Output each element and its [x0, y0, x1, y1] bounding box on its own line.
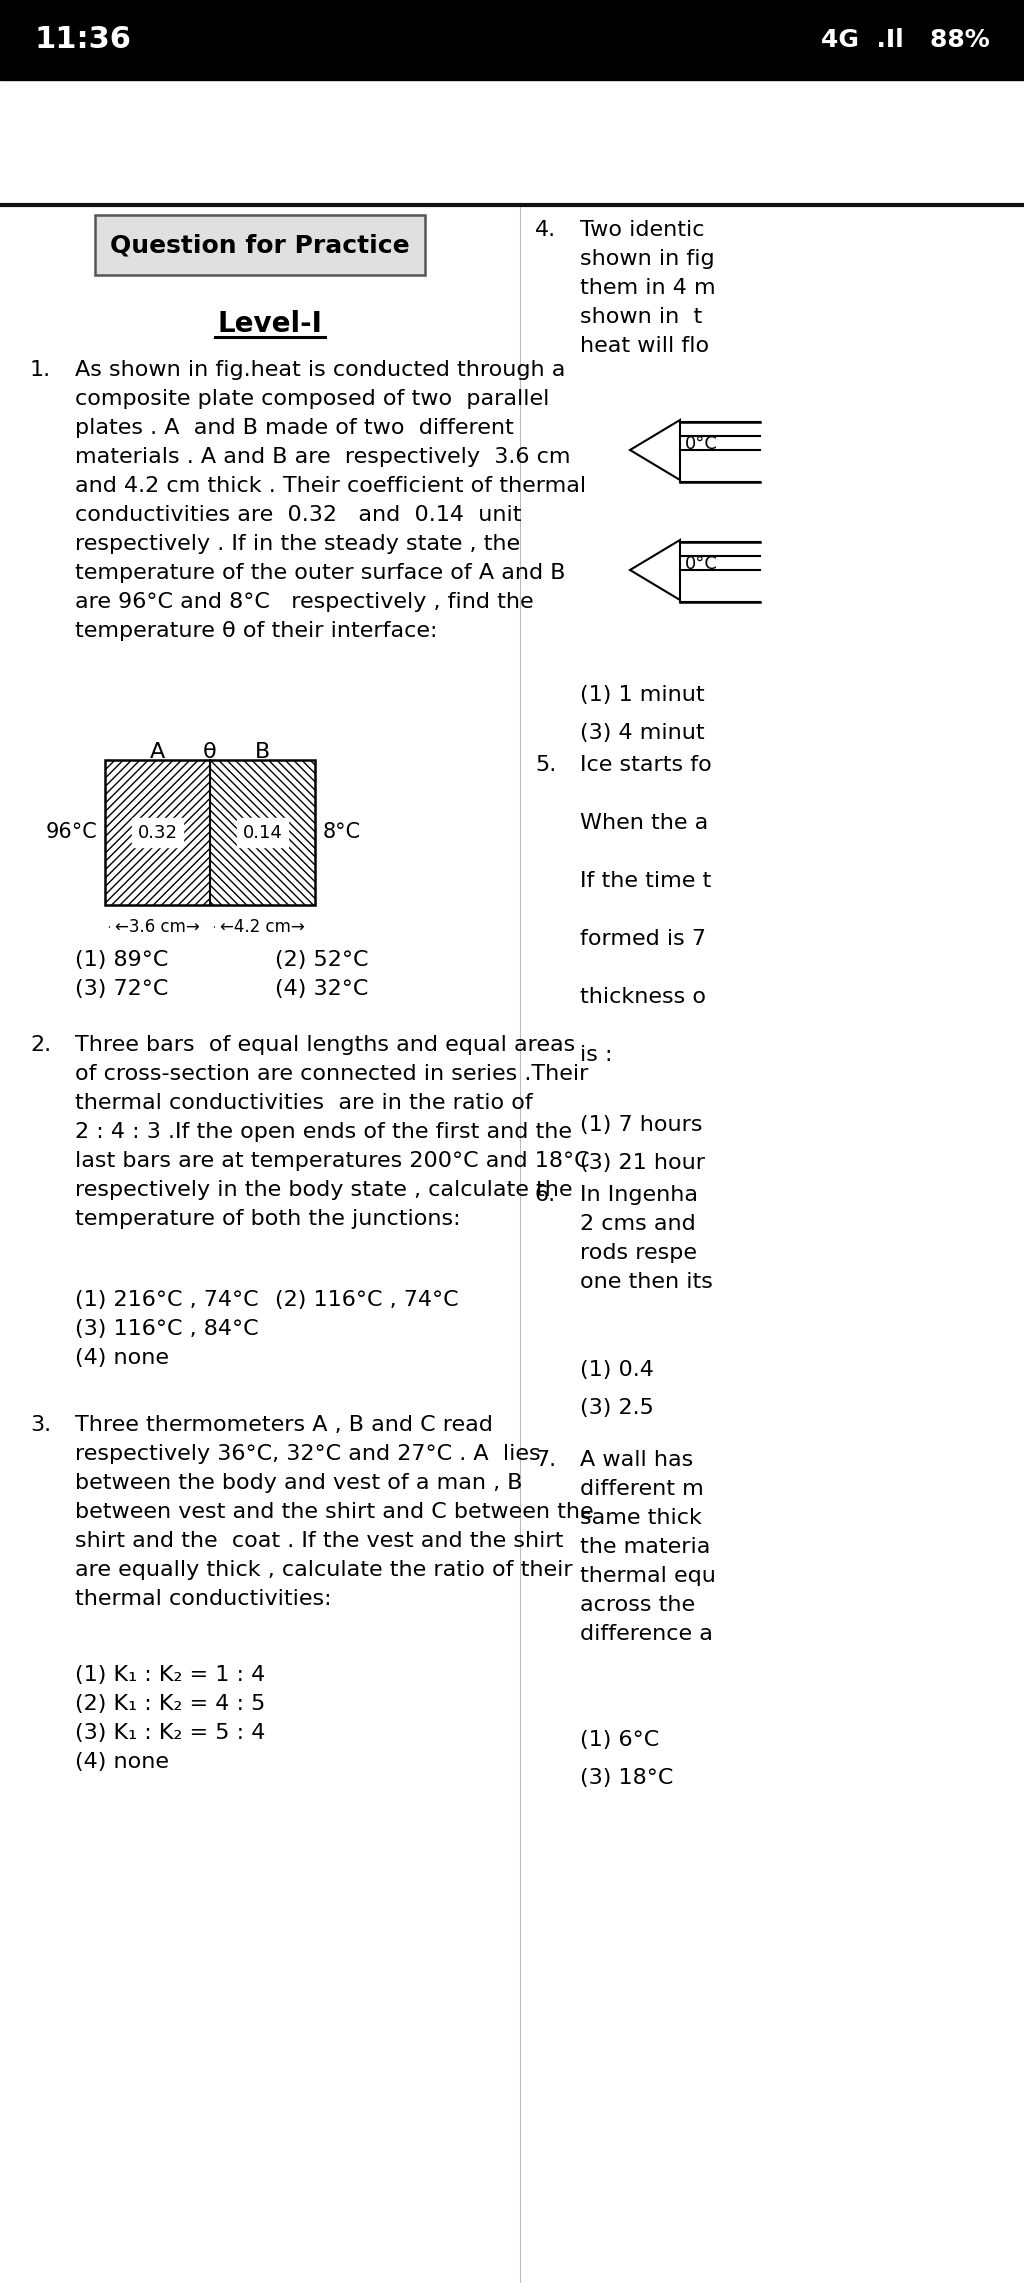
- Text: last bars are at temperatures 200°C and 18°C: last bars are at temperatures 200°C and …: [75, 1151, 590, 1171]
- Bar: [105, 760, 210, 904]
- Text: A: A: [150, 742, 165, 763]
- Text: (3) 18°C: (3) 18°C: [580, 1767, 674, 1788]
- Text: Two identic: Two identic: [580, 219, 705, 240]
- Text: 7.: 7.: [535, 1450, 556, 1470]
- Text: θ: θ: [203, 742, 217, 763]
- Text: is :: is :: [580, 1046, 612, 1064]
- Text: 5.: 5.: [535, 756, 556, 774]
- Text: difference a: difference a: [580, 1623, 713, 1644]
- Text: are 96°C and 8°C   respectively , find the: are 96°C and 8°C respectively , find the: [75, 591, 534, 612]
- Bar: [105, 760, 315, 904]
- Text: In Ingenha: In Ingenha: [580, 1185, 698, 1205]
- Text: When the a: When the a: [580, 813, 709, 833]
- Text: (3) 116°C , 84°C: (3) 116°C , 84°C: [75, 1320, 259, 1340]
- Text: ←3.6 cm→: ←3.6 cm→: [115, 918, 200, 936]
- Text: 4G  .Il   88%: 4G .Il 88%: [821, 27, 990, 53]
- Text: Three bars  of equal lengths and equal areas: Three bars of equal lengths and equal ar…: [75, 1034, 575, 1055]
- Text: (3) 2.5: (3) 2.5: [580, 1397, 654, 1418]
- Text: (1) 216°C , 74°C: (1) 216°C , 74°C: [75, 1290, 259, 1310]
- Text: 0.14: 0.14: [243, 824, 283, 842]
- Text: are equally thick , calculate the ratio of their: are equally thick , calculate the ratio …: [75, 1559, 572, 1580]
- Text: conductivities are  0.32   and  0.14  unit: conductivities are 0.32 and 0.14 unit: [75, 505, 521, 525]
- Text: (2) 52°C: (2) 52°C: [275, 950, 369, 970]
- Text: temperature of both the junctions:: temperature of both the junctions:: [75, 1210, 461, 1228]
- Text: 2.: 2.: [30, 1034, 51, 1055]
- Text: respectively in the body state , calculate the: respectively in the body state , calcula…: [75, 1180, 572, 1201]
- Text: Question for Practice: Question for Practice: [111, 233, 410, 258]
- Text: 11:36: 11:36: [35, 25, 132, 55]
- Text: shirt and the  coat . If the vest and the shirt: shirt and the coat . If the vest and the…: [75, 1532, 563, 1550]
- Text: and 4.2 cm thick . Their coefficient of thermal: and 4.2 cm thick . Their coefficient of …: [75, 475, 586, 495]
- Text: 0°C: 0°C: [685, 436, 718, 452]
- Text: (3) 72°C: (3) 72°C: [75, 979, 168, 1000]
- Text: (4) 32°C: (4) 32°C: [275, 979, 369, 1000]
- Text: (1) K₁ : K₂ = 1 : 4: (1) K₁ : K₂ = 1 : 4: [75, 1664, 265, 1685]
- Text: 1.: 1.: [30, 361, 51, 379]
- Text: temperature θ of their interface:: temperature θ of their interface:: [75, 621, 437, 642]
- Text: temperature of the outer surface of A and B: temperature of the outer surface of A an…: [75, 564, 565, 582]
- Text: of cross-section are connected in series .Their: of cross-section are connected in series…: [75, 1064, 589, 1084]
- Text: the materia: the materia: [580, 1536, 711, 1557]
- Text: thermal conductivities  are in the ratio of: thermal conductivities are in the ratio …: [75, 1094, 532, 1114]
- Text: 2 cms and: 2 cms and: [580, 1215, 695, 1235]
- Text: respectively 36°C, 32°C and 27°C . A  lies: respectively 36°C, 32°C and 27°C . A lie…: [75, 1445, 541, 1463]
- Text: ←4.2 cm→: ←4.2 cm→: [220, 918, 305, 936]
- Text: different m: different m: [580, 1479, 703, 1500]
- Text: heat will flo: heat will flo: [580, 336, 710, 356]
- Text: (1) 1 minut: (1) 1 minut: [580, 685, 705, 705]
- Text: If the time t: If the time t: [580, 872, 712, 890]
- Text: B: B: [255, 742, 270, 763]
- Text: 8°C: 8°C: [323, 822, 361, 842]
- Text: thermal conductivities:: thermal conductivities:: [75, 1589, 332, 1610]
- Text: them in 4 m: them in 4 m: [580, 279, 716, 299]
- Text: (3) 4 minut: (3) 4 minut: [580, 724, 705, 742]
- Text: 6.: 6.: [535, 1185, 556, 1205]
- Text: between the body and vest of a man , B: between the body and vest of a man , B: [75, 1473, 522, 1493]
- Text: shown in  t: shown in t: [580, 306, 702, 326]
- Text: across the: across the: [580, 1596, 695, 1614]
- Text: same thick: same thick: [580, 1509, 701, 1527]
- Text: 0.32: 0.32: [137, 824, 177, 842]
- Text: composite plate composed of two  parallel: composite plate composed of two parallel: [75, 388, 549, 409]
- Text: (1) 6°C: (1) 6°C: [580, 1731, 659, 1751]
- Text: (2) 116°C , 74°C: (2) 116°C , 74°C: [275, 1290, 459, 1310]
- Text: (2) K₁ : K₂ = 4 : 5: (2) K₁ : K₂ = 4 : 5: [75, 1694, 265, 1715]
- Text: respectively . If in the steady state , the: respectively . If in the steady state , …: [75, 534, 520, 555]
- Text: (3) 21 hour: (3) 21 hour: [580, 1153, 705, 1173]
- Text: A wall has: A wall has: [580, 1450, 693, 1470]
- Text: one then its: one then its: [580, 1272, 713, 1292]
- Text: 3.: 3.: [30, 1415, 51, 1436]
- Text: Ice starts fo: Ice starts fo: [580, 756, 712, 774]
- Text: (1) 7 hours: (1) 7 hours: [580, 1114, 702, 1135]
- Text: (1) 89°C: (1) 89°C: [75, 950, 168, 970]
- Text: Three thermometers A , B and C read: Three thermometers A , B and C read: [75, 1415, 493, 1436]
- Bar: [210, 760, 315, 904]
- Text: 4.: 4.: [535, 219, 556, 240]
- Bar: [0, 0, 1024, 80]
- Text: (1) 0.4: (1) 0.4: [580, 1361, 654, 1379]
- Text: As shown in fig.heat is conducted through a: As shown in fig.heat is conducted throug…: [75, 361, 565, 379]
- Text: (4) none: (4) none: [75, 1347, 169, 1368]
- Text: (3) K₁ : K₂ = 5 : 4: (3) K₁ : K₂ = 5 : 4: [75, 1724, 265, 1742]
- Text: thermal equ: thermal equ: [580, 1566, 716, 1587]
- Text: plates . A  and B made of two  different: plates . A and B made of two different: [75, 418, 514, 438]
- Text: between vest and the shirt and C between the: between vest and the shirt and C between…: [75, 1502, 594, 1523]
- Text: shown in fig: shown in fig: [580, 249, 715, 269]
- Text: rods respe: rods respe: [580, 1242, 697, 1262]
- Text: Level-I: Level-I: [217, 310, 323, 338]
- Text: 2 : 4 : 3 .If the open ends of the first and the: 2 : 4 : 3 .If the open ends of the first…: [75, 1121, 572, 1142]
- Text: thickness o: thickness o: [580, 986, 706, 1007]
- Bar: [95, 215, 425, 274]
- Text: 0°C: 0°C: [685, 555, 718, 573]
- Text: 96°C: 96°C: [45, 822, 97, 842]
- Text: formed is 7: formed is 7: [580, 929, 706, 950]
- Text: materials . A and B are  respectively  3.6 cm: materials . A and B are respectively 3.6…: [75, 447, 570, 468]
- Text: (4) none: (4) none: [75, 1751, 169, 1772]
